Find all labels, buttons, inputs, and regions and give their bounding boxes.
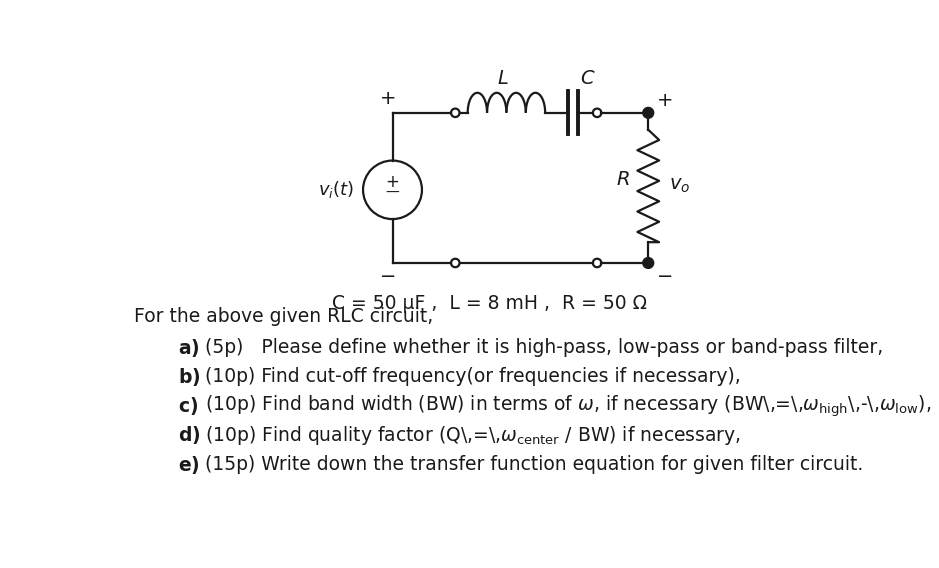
Text: (5p)   Please define whether it is high-pass, low-pass or band-pass filter,: (5p) Please define whether it is high-pa… bbox=[205, 338, 884, 357]
Text: −: − bbox=[657, 268, 673, 286]
Text: $\mathbf{b)}$: $\mathbf{b)}$ bbox=[177, 366, 200, 388]
Text: $\mathbf{e)}$: $\mathbf{e)}$ bbox=[177, 454, 200, 476]
Circle shape bbox=[643, 107, 654, 118]
Text: C = 50 μF ,  L = 8 mH ,  R = 50 Ω: C = 50 μF , L = 8 mH , R = 50 Ω bbox=[331, 294, 647, 312]
Text: $v_i(t)$: $v_i(t)$ bbox=[317, 179, 354, 201]
Text: R: R bbox=[617, 170, 630, 189]
Text: For the above given RLC circuit,: For the above given RLC circuit, bbox=[134, 307, 434, 327]
Text: (10p) Find band width (BW) in terms of $\omega$, if necessary (BW\,=\,$\omega_\m: (10p) Find band width (BW) in terms of $… bbox=[205, 394, 931, 419]
Text: (10p) Find cut-off frequency(or frequencies if necessary),: (10p) Find cut-off frequency(or frequenc… bbox=[205, 367, 741, 386]
Text: L: L bbox=[497, 69, 508, 88]
Text: $\mathbf{d)}$: $\mathbf{d)}$ bbox=[177, 424, 200, 446]
Text: $\mathbf{a)}$: $\mathbf{a)}$ bbox=[177, 337, 199, 358]
Text: −: − bbox=[380, 268, 397, 286]
Text: (15p) Write down the transfer function equation for given filter circuit.: (15p) Write down the transfer function e… bbox=[205, 455, 863, 474]
Text: (10p) Find quality factor (Q\,=\,$\omega_\mathrm{center}$ / BW) if necessary,: (10p) Find quality factor (Q\,=\,$\omega… bbox=[205, 424, 741, 447]
Circle shape bbox=[643, 257, 654, 268]
Text: +: + bbox=[657, 91, 673, 110]
Text: C: C bbox=[580, 69, 593, 88]
Text: —: — bbox=[386, 186, 399, 200]
Text: $\mathbf{c)}$: $\mathbf{c)}$ bbox=[177, 395, 198, 417]
Text: +: + bbox=[380, 90, 397, 108]
Text: $v_o$: $v_o$ bbox=[669, 177, 690, 195]
Text: +: + bbox=[386, 173, 399, 191]
